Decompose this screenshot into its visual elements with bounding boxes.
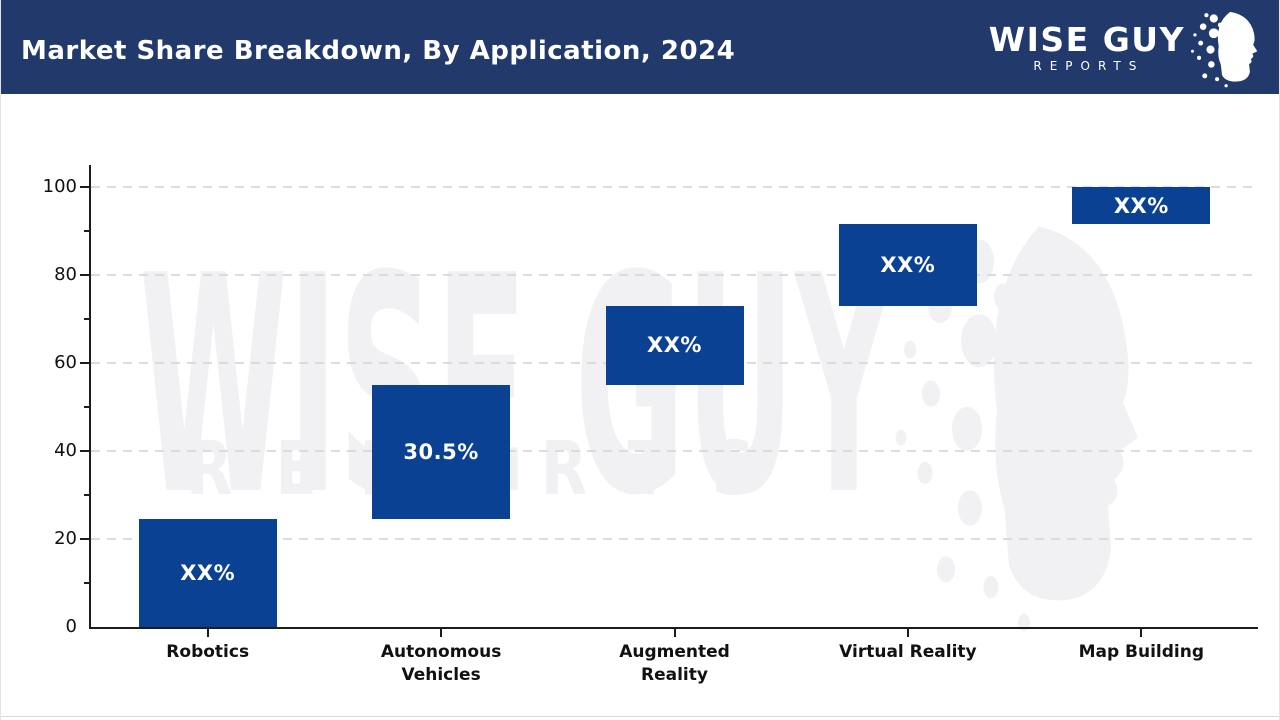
y-axis-tick — [84, 318, 89, 320]
gridline — [91, 538, 1258, 540]
y-axis-tick — [80, 538, 89, 540]
y-tick-label: 40 — [54, 440, 77, 461]
header-bar: Market Share Breakdown, By Application, … — [1, 0, 1279, 94]
y-tick-label: 20 — [54, 528, 77, 549]
watermark-wise-guy: WISE GUY — [139, 212, 893, 561]
bar-value-label: 30.5% — [403, 440, 479, 465]
logo-face-icon — [1191, 11, 1258, 88]
logo-wordmark: WISE GUY REPORTS — [988, 19, 1185, 74]
plot-area: XX% Robotics 30.5% Autonomous Vehicles XX% Au… — [80, 165, 1258, 685]
gridline — [91, 450, 1258, 452]
x-axis-tick — [1140, 629, 1143, 637]
x-axis-tick — [906, 629, 909, 637]
gridline — [91, 274, 1258, 276]
bar-value-label: XX% — [647, 333, 702, 358]
y-tick-label: 60 — [54, 352, 77, 373]
logo: WISE GUY REPORTS — [989, 6, 1265, 90]
y-axis-tick — [84, 230, 89, 232]
y-tick-label: 80 — [54, 264, 77, 285]
bar-value-label: XX% — [880, 253, 936, 278]
y-tick-label: 0 — [65, 616, 77, 637]
y-axis-tick — [80, 362, 89, 364]
bar-segment: 30.5% — [372, 385, 511, 520]
bar-segment: XX% — [1072, 187, 1211, 225]
bottom-border-line — [1, 716, 1279, 717]
y-axis-tick — [84, 494, 89, 496]
logo-text-wise-guy: WISE GUY — [988, 19, 1185, 59]
x-axis-tick — [440, 629, 443, 637]
bar-segment: XX% — [605, 305, 744, 385]
x-tick-label: Augmented Reality — [619, 642, 730, 685]
y-axis-tick — [80, 450, 89, 452]
y-tick-label: 100 — [42, 176, 77, 197]
x-axis-tick — [206, 629, 209, 637]
y-axis-tick — [84, 582, 89, 584]
gridline — [91, 186, 1258, 188]
x-tick-label: Robotics — [166, 642, 250, 662]
x-axis-tick — [673, 629, 676, 637]
y-axis-tick — [80, 274, 89, 276]
page-title: Market Share Breakdown, By Application, … — [21, 36, 736, 66]
bar-value-label: XX% — [180, 561, 236, 586]
logo-text-reports: REPORTS — [1033, 59, 1145, 74]
x-tick-label: Autonomous Vehicles — [380, 642, 502, 685]
bar-value-label: XX% — [1113, 193, 1169, 218]
y-axis-tick — [80, 186, 89, 188]
x-tick-label: Virtual Reality — [839, 642, 977, 662]
bar-segment: XX% — [838, 224, 977, 306]
x-tick-label: Map Building — [1078, 642, 1205, 662]
y-axis-tick — [84, 406, 89, 408]
watermark-face-icon — [895, 226, 1138, 632]
bar-segment: XX% — [138, 519, 277, 627]
